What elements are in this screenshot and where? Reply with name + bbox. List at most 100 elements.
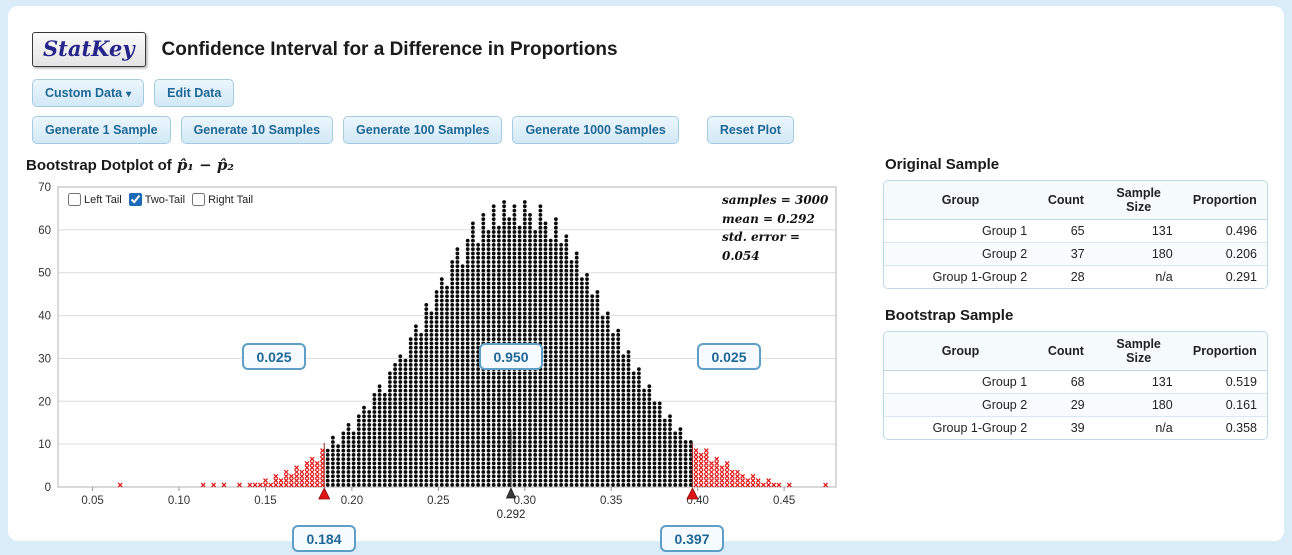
dot: [522, 294, 527, 299]
dot: [533, 230, 538, 234]
dot: [403, 405, 408, 410]
left-tail-proportion-badge[interactable]: 0.025: [242, 343, 306, 370]
edit-data-button[interactable]: Edit Data: [154, 79, 235, 107]
right-tail-checkbox[interactable]: [192, 193, 206, 206]
tail-dot: [729, 469, 735, 475]
dot: [424, 448, 429, 453]
x-axis-tick-label: 0.25: [427, 495, 449, 507]
dot: [569, 418, 574, 423]
ci-upper-badge[interactable]: 0.397: [660, 525, 724, 552]
dot: [564, 303, 569, 307]
left-tail-checkbox[interactable]: [68, 193, 81, 206]
dot: [465, 337, 470, 341]
dot: [491, 401, 496, 406]
dot: [616, 388, 621, 393]
dot: [403, 410, 408, 414]
dot: [476, 247, 480, 251]
dot: [673, 474, 678, 479]
dot: [408, 465, 413, 470]
dot: [538, 324, 543, 329]
reset-plot-button[interactable]: Reset Plot: [706, 116, 794, 144]
dot: [517, 281, 522, 286]
dot: [605, 448, 610, 453]
dot: [491, 290, 496, 294]
dot: [585, 380, 589, 384]
ci-lower-badge[interactable]: 0.184: [292, 525, 356, 552]
dot: [455, 264, 460, 269]
dot: [538, 418, 543, 423]
dot: [491, 483, 496, 487]
dot: [507, 324, 512, 329]
generate-10-samples-button[interactable]: Generate 10 Samples: [180, 116, 334, 144]
dot: [580, 337, 584, 341]
custom-data-button[interactable]: Custom Data ▾: [32, 79, 145, 107]
dot: [445, 457, 449, 461]
generate-1000-samples-button[interactable]: Generate 1000 Samples: [512, 116, 679, 144]
dot: [450, 457, 455, 461]
dot: [414, 333, 418, 337]
dot: [538, 277, 543, 281]
dot: [476, 401, 480, 406]
dot: [471, 427, 475, 431]
dot: [688, 474, 693, 479]
dot: [616, 358, 621, 363]
tail-dot: [283, 478, 289, 484]
dot: [585, 354, 589, 359]
dot: [605, 474, 610, 479]
dot: [434, 320, 439, 324]
dot: [548, 333, 553, 337]
dot: [554, 354, 558, 359]
dot: [657, 448, 662, 453]
dot: [585, 440, 589, 444]
dot: [471, 431, 475, 436]
dot: [491, 217, 496, 221]
dot: [543, 333, 548, 337]
dot: [512, 315, 517, 320]
ci-upper-handle[interactable]: [686, 487, 699, 500]
right-tail-proportion-badge[interactable]: 0.025: [697, 343, 761, 370]
generate-100-samples-button[interactable]: Generate 100 Samples: [343, 116, 503, 144]
dot: [517, 418, 522, 423]
dot: [605, 444, 610, 449]
main-content: Bootstrap Dotplot of p̂₁ − p̂₂ 0 10 20 30 40 5…: [24, 156, 1268, 555]
dot: [564, 247, 569, 251]
generate-1-sample-button[interactable]: Generate 1 Sample: [32, 116, 171, 144]
dot: [605, 354, 610, 359]
left-tail-option[interactable]: Left Tail: [68, 193, 122, 206]
ci-lower-handle[interactable]: [318, 487, 331, 500]
dot: [481, 260, 486, 264]
right-tail-option[interactable]: Right Tail: [192, 193, 253, 206]
center-proportion-badge[interactable]: 0.950: [479, 343, 543, 370]
dot: [600, 315, 605, 320]
dot: [471, 371, 475, 376]
dot: [580, 285, 584, 290]
dot: [419, 444, 423, 449]
dot: [388, 440, 392, 444]
dot: [585, 457, 589, 461]
dot: [336, 478, 340, 483]
dot: [336, 448, 340, 453]
dot: [434, 354, 439, 359]
dot: [554, 315, 558, 320]
dot: [497, 440, 501, 444]
y-axis-tick-label: 20: [38, 396, 51, 408]
two-tail-option[interactable]: Two-Tail: [128, 193, 185, 206]
two-tail-checkbox[interactable]: [128, 193, 142, 206]
dot: [564, 260, 569, 264]
dot: [538, 470, 543, 474]
dot: [429, 388, 434, 393]
dot: [450, 470, 455, 474]
dot: [491, 478, 496, 483]
dot: [564, 273, 569, 277]
tail-dot: [283, 473, 289, 479]
dot: [491, 213, 496, 217]
dot: [554, 393, 558, 397]
dot: [486, 277, 491, 281]
dot: [611, 350, 615, 354]
dot: [652, 440, 657, 444]
dot: [605, 414, 610, 419]
column-header: Count: [1037, 181, 1095, 220]
dot: [465, 281, 470, 286]
dot: [502, 213, 506, 217]
dot: [600, 380, 605, 384]
